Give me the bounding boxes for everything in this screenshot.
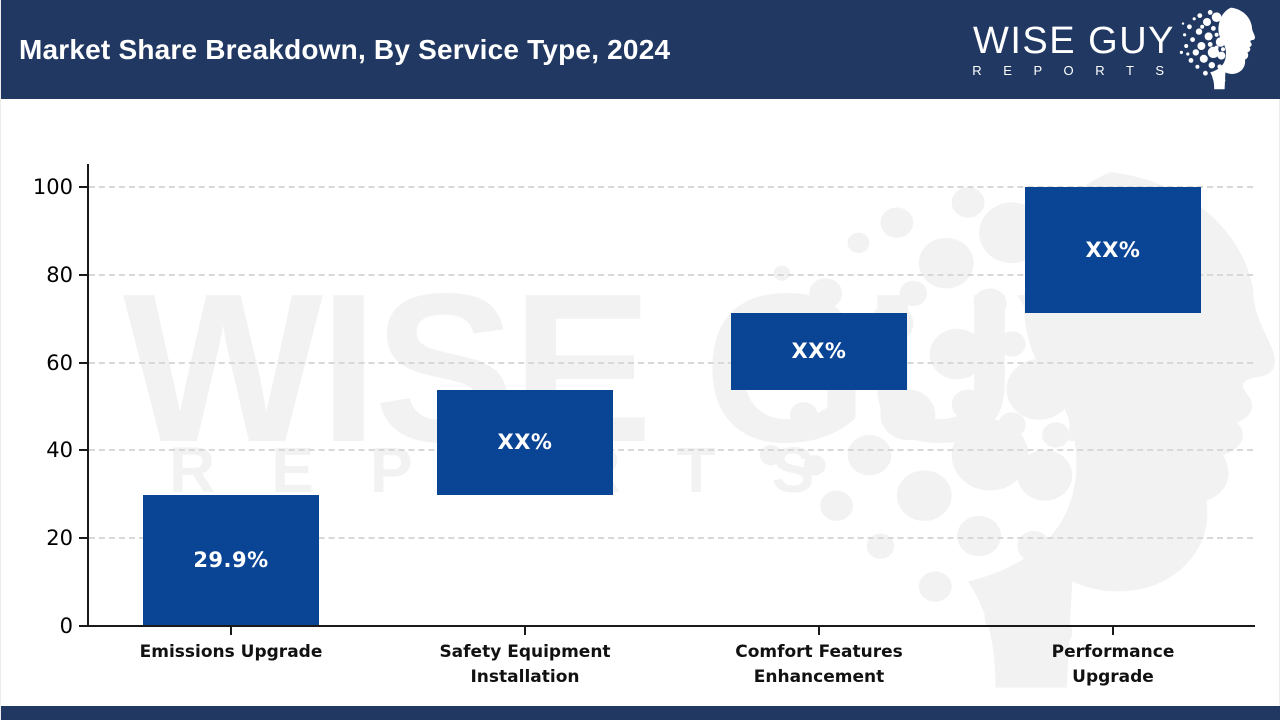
- x-tick-label: Safety Equipment Installation: [439, 642, 611, 687]
- logo-wordmark: WISE GUY: [972, 19, 1175, 62]
- x-tick-mark: [818, 627, 820, 635]
- logo-subtext: R E P O R T S: [972, 62, 1173, 78]
- y-tick-mark: [79, 273, 87, 276]
- y-tick-mark: [79, 537, 87, 540]
- bar-value-label: XX%: [1085, 237, 1141, 262]
- bar-segment: XX%: [731, 312, 907, 391]
- x-axis-line: [87, 625, 1255, 627]
- y-tick-mark: [79, 186, 87, 188]
- bar-value-label: XX%: [497, 430, 553, 455]
- x-tick-mark: [230, 627, 232, 635]
- footer-banner: [1, 706, 1280, 720]
- bar-value-label: XX%: [791, 339, 847, 364]
- chart-title: Market Share Breakdown, By Service Type,…: [19, 33, 671, 65]
- y-tick-label: 20: [46, 526, 73, 551]
- gridline: [89, 361, 1253, 364]
- wise-guy-logo: WISE GUY R E P O R T S: [972, 6, 1261, 94]
- gridline: [89, 186, 1253, 188]
- gridline: [89, 449, 1253, 452]
- y-tick-mark: [79, 361, 87, 364]
- y-tick-mark: [79, 449, 87, 452]
- bar-segment: 29.9%: [143, 494, 319, 626]
- header-banner: Market Share Breakdown, By Service Type,…: [1, 0, 1280, 99]
- y-tick-label: 100: [32, 175, 73, 199]
- y-tick-label: 0: [59, 614, 73, 638]
- y-axis-line: [87, 164, 89, 626]
- watermark-wordmark: WISE GUY: [123, 249, 1155, 486]
- y-tick-label: 60: [46, 350, 73, 375]
- x-tick-mark: [1112, 627, 1114, 635]
- x-tick-label: Performance Upgrade: [1051, 642, 1175, 687]
- x-tick-mark: [524, 627, 526, 635]
- x-tick-label: Comfort Features Enhancement: [735, 642, 903, 687]
- y-tick-label: 40: [46, 438, 73, 463]
- bar-segment: XX%: [1025, 187, 1201, 313]
- logo-face-icon: [1179, 7, 1255, 89]
- logo-text: WISE GUY R E P O R T S: [972, 22, 1175, 78]
- x-tick-label: Emissions Upgrade: [139, 642, 323, 662]
- gridline: [89, 273, 1253, 276]
- bar-value-label: 29.9%: [193, 548, 269, 573]
- bar-segment: XX%: [437, 390, 613, 495]
- y-tick-mark: [79, 625, 87, 627]
- gridline: [89, 537, 1253, 540]
- y-tick-label: 80: [46, 262, 73, 287]
